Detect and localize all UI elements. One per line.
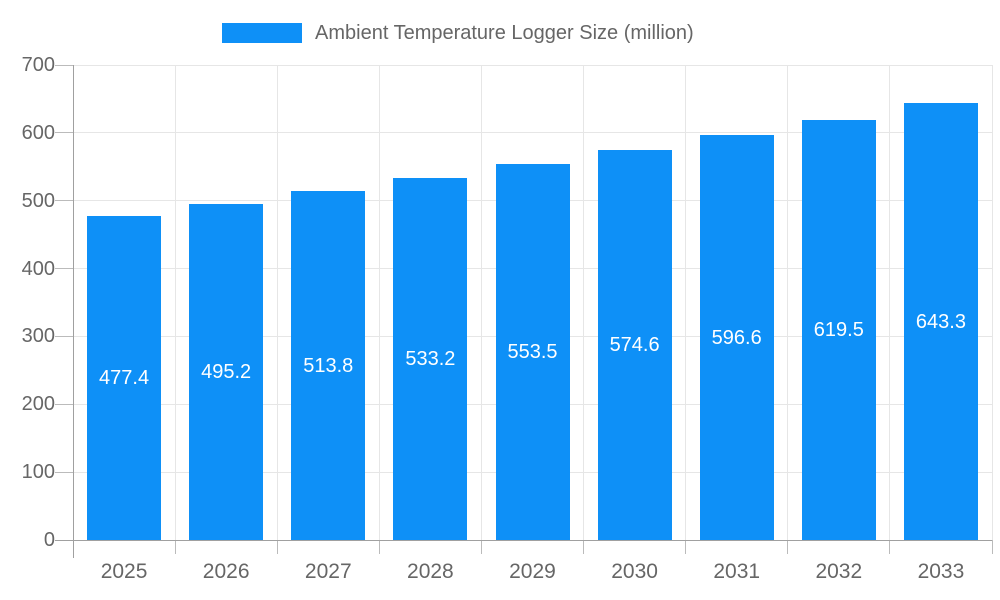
y-tick-mark: [55, 403, 73, 405]
y-axis-tick-label: 500: [21, 189, 55, 212]
bar-2025[interactable]: [87, 216, 162, 540]
bar-2026[interactable]: [189, 203, 264, 540]
y-tick-mark: [55, 132, 73, 134]
bar-value-label: 495.2: [201, 360, 252, 383]
x-tick-mark: [685, 540, 687, 554]
x-gridline: [480, 65, 482, 540]
legend-label: Ambient Temperature Logger Size (million…: [315, 22, 694, 44]
x-tick-mark: [480, 540, 482, 554]
y-axis-tick-label: 700: [21, 54, 55, 76]
x-tick-mark: [378, 540, 380, 554]
bar-value-label: 574.6: [609, 334, 660, 357]
y-tick-mark: [55, 64, 73, 66]
bar-2031[interactable]: [699, 135, 774, 540]
y-axis-tick-label: 400: [21, 257, 55, 280]
y-axis-tick-label: 200: [21, 393, 55, 416]
bar-2029[interactable]: [495, 164, 570, 540]
x-axis-tick-label: 2033: [917, 560, 965, 583]
x-axis-tick-label: 2030: [611, 560, 658, 583]
bar-value-label: 619.5: [813, 318, 864, 341]
x-tick-mark: [174, 540, 176, 554]
x-axis-tick-label: 2025: [100, 560, 148, 583]
x-axis-tick-label: 2026: [202, 560, 250, 583]
x-tick-mark: [991, 540, 993, 554]
x-tick-mark: [787, 540, 789, 554]
y-tick-mark: [55, 268, 73, 270]
x-axis-tick-label: 2032: [815, 560, 863, 583]
x-axis-tick-label: 2031: [713, 560, 761, 583]
y-axis-line: [72, 65, 74, 558]
x-axis-tick-label: 2027: [304, 560, 352, 583]
x-gridline: [787, 65, 789, 540]
x-gridline: [276, 65, 278, 540]
legend-swatch-icon: [222, 23, 302, 43]
bar-2032[interactable]: [801, 119, 876, 540]
x-tick-mark: [889, 540, 891, 554]
y-tick-mark: [55, 471, 73, 473]
x-axis-line: [55, 539, 992, 541]
y-axis-tick-label: 300: [21, 325, 55, 348]
bar-2030[interactable]: [597, 150, 672, 540]
bar-2027[interactable]: [291, 191, 366, 540]
bar-value-label: 596.6: [711, 326, 762, 349]
chart-legend[interactable]: Ambient Temperature Logger Size (million…: [222, 21, 694, 45]
y-axis-tick-label: 0: [43, 529, 55, 551]
bar-value-label: 533.2: [405, 348, 456, 371]
x-tick-mark: [276, 540, 278, 554]
y-gridline: [73, 64, 992, 66]
x-gridline: [991, 65, 993, 540]
bar-value-label: 553.5: [507, 341, 558, 364]
bar-value-label: 513.8: [303, 354, 354, 377]
x-gridline: [889, 65, 891, 540]
y-axis-tick-label: 100: [21, 461, 55, 484]
bar-2033[interactable]: [903, 103, 978, 540]
x-gridline: [685, 65, 687, 540]
bar-2028[interactable]: [393, 178, 468, 540]
x-gridline: [583, 65, 585, 540]
bar-value-label: 643.3: [915, 310, 966, 333]
y-tick-mark: [55, 335, 73, 337]
x-gridline: [378, 65, 380, 540]
x-gridline: [174, 65, 176, 540]
y-tick-mark: [55, 200, 73, 202]
x-axis-tick-label: 2028: [407, 560, 454, 583]
x-axis-tick-label: 2029: [509, 560, 556, 583]
bar-value-label: 477.4: [99, 367, 150, 390]
y-gridline: [73, 132, 992, 134]
y-axis-tick-label: 600: [21, 121, 55, 144]
x-tick-mark: [583, 540, 585, 554]
